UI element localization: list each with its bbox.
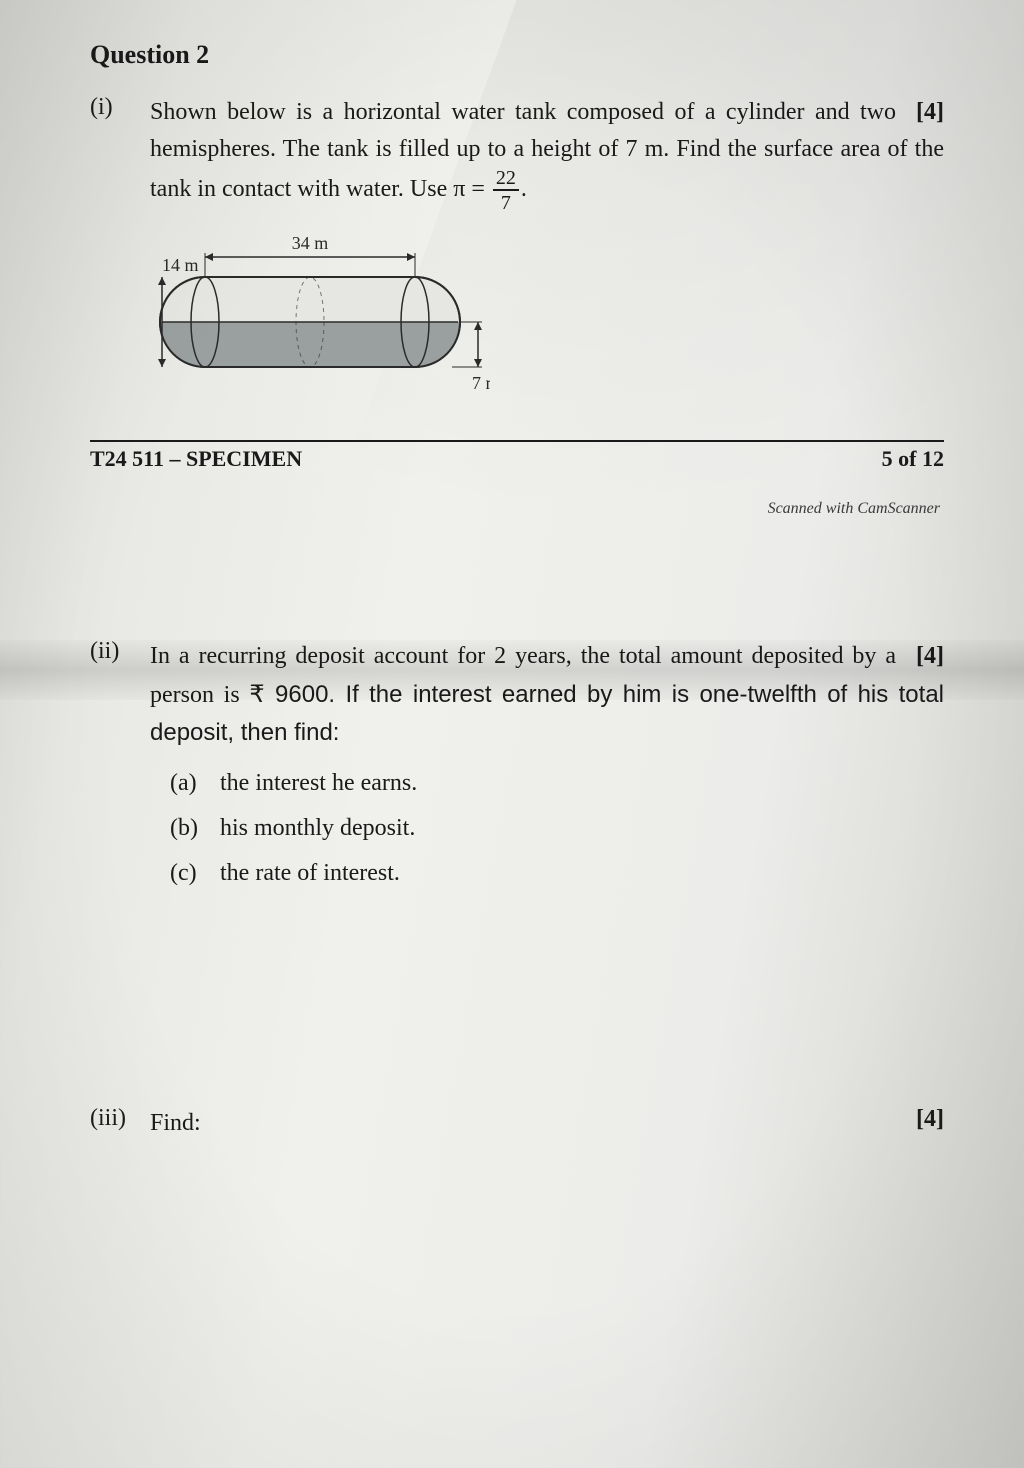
part-iii-text: Find: xyxy=(150,1110,201,1136)
question-heading: Question 2 xyxy=(90,40,944,70)
part-ii-label: (ii) xyxy=(90,638,150,752)
sub-b: (b) his monthly deposit. xyxy=(170,815,944,842)
page-footer: T24 511 – SPECIMEN 5 of 12 xyxy=(90,446,944,472)
part-ii-marks: [4] xyxy=(896,638,944,675)
tank-svg: 34 m 14 m 7 m xyxy=(150,227,490,417)
part-ii-line2: ₹ 9600. If the interest earned by him is… xyxy=(150,682,944,746)
part-iii-marks: [4] xyxy=(896,1101,944,1138)
part-ii: (ii) [4] In a recurring deposit account … xyxy=(90,638,944,752)
exam-page: Question 2 (i) [4] Shown below is a hori… xyxy=(0,0,1024,1468)
pi-formula: π = 22 7 . xyxy=(453,176,527,202)
part-iii-label: (iii) xyxy=(90,1105,150,1142)
fraction-22-7: 22 7 xyxy=(493,168,519,213)
part-iii: (iii) [4] Find: xyxy=(90,1105,944,1142)
tank-figure: 34 m 14 m 7 m xyxy=(150,227,944,422)
part-i-marks: [4] xyxy=(896,94,944,131)
part-ii-sublist: (a) the interest he earns. (b) his month… xyxy=(170,770,944,887)
part-i-line3: tank in contact with water. Use xyxy=(150,176,453,202)
svg-text:14 m: 14 m xyxy=(162,255,199,275)
footer-rule xyxy=(90,440,944,442)
svg-text:7 m: 7 m xyxy=(472,373,490,393)
part-i-label: (i) xyxy=(90,94,150,213)
scanned-watermark: Scanned with CamScanner xyxy=(90,500,940,518)
svg-text:34 m: 34 m xyxy=(292,233,329,253)
paper-code: T24 511 – SPECIMEN xyxy=(90,446,302,472)
part-i: (i) [4] Shown below is a horizontal wate… xyxy=(90,94,944,213)
sub-c: (c) the rate of interest. xyxy=(170,860,944,887)
page-number: 5 of 12 xyxy=(882,446,944,472)
part-i-line1: Shown below is a horizontal water tank c… xyxy=(150,99,896,125)
sub-a: (a) the interest he earns. xyxy=(170,770,944,797)
part-i-line2: hemispheres. The tank is filled up to a … xyxy=(150,136,944,162)
